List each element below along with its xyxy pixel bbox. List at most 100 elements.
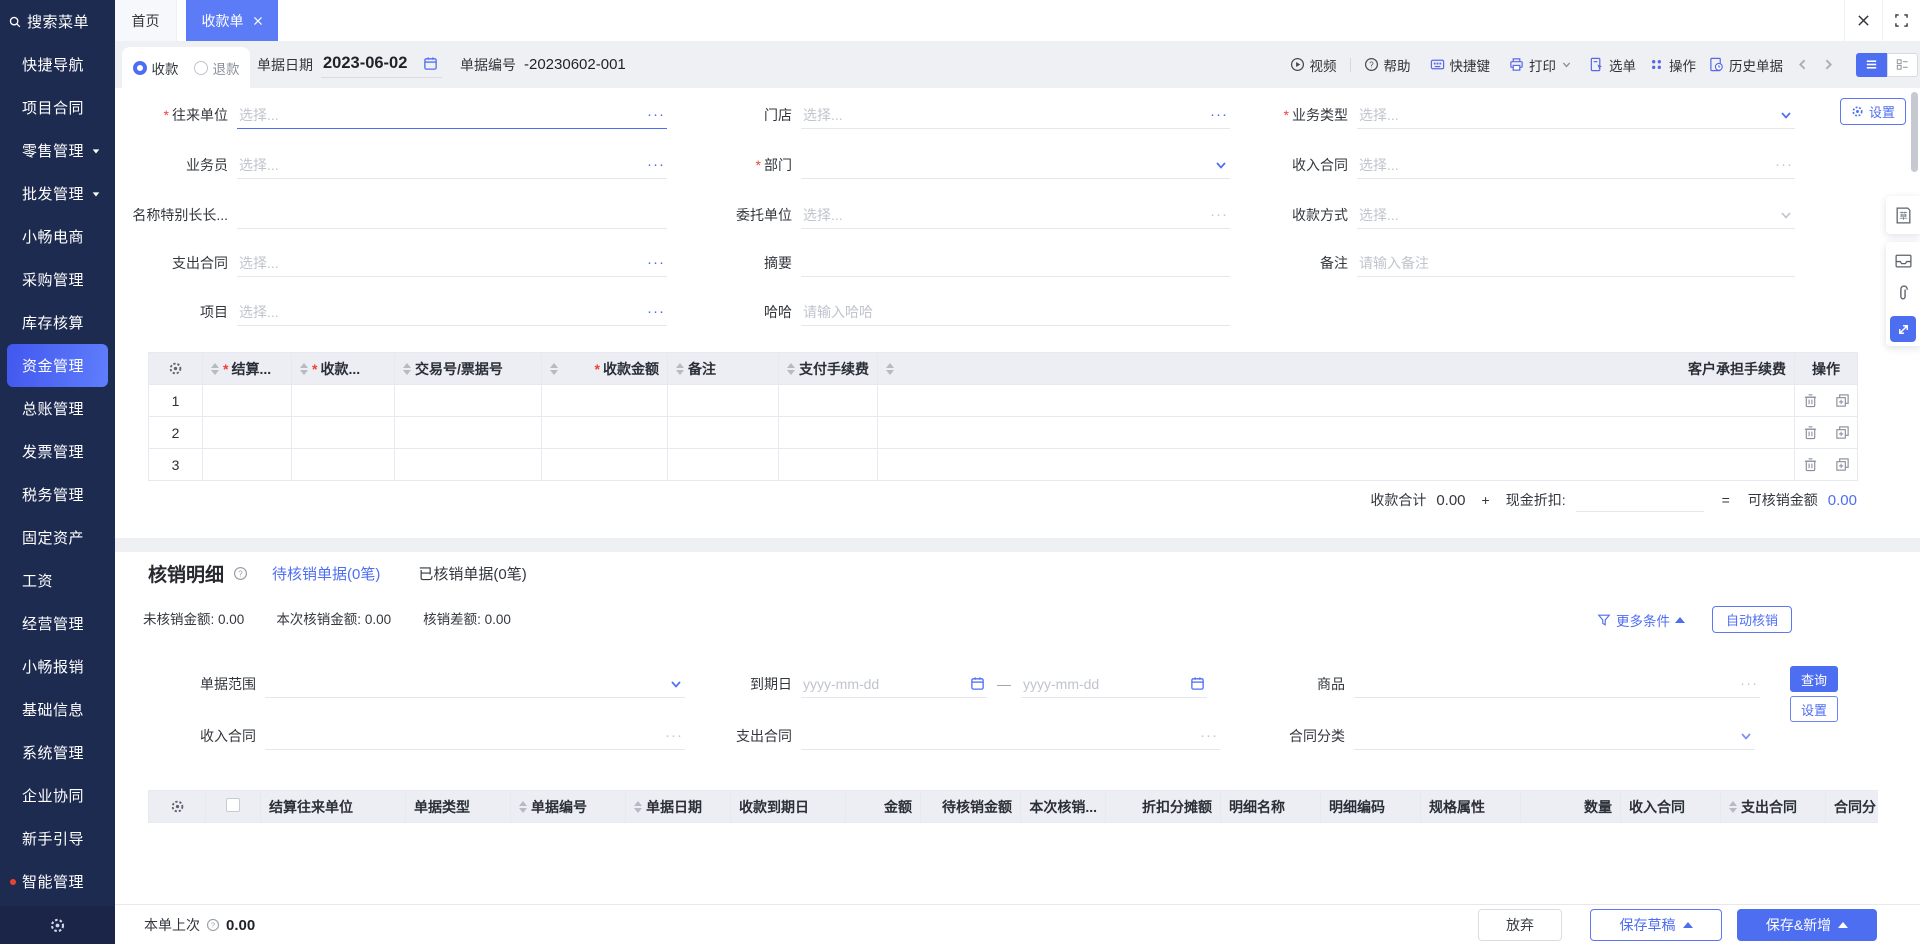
col-header[interactable]: 金额 bbox=[845, 790, 921, 823]
vertical-scrollbar[interactable] bbox=[1911, 92, 1918, 172]
sort-icon[interactable] bbox=[1729, 800, 1737, 813]
sidebar-item-expense[interactable]: 小畅报销 bbox=[0, 645, 115, 688]
hotkey-link[interactable]: 快捷键 bbox=[1430, 55, 1490, 75]
income-contract-input[interactable] bbox=[1359, 156, 1775, 173]
payment-method-input[interactable] bbox=[1359, 206, 1779, 223]
cell[interactable] bbox=[667, 448, 779, 481]
doc-range-select[interactable] bbox=[267, 675, 669, 692]
sort-icon[interactable] bbox=[403, 362, 411, 375]
sort-icon[interactable] bbox=[787, 362, 795, 375]
cell[interactable] bbox=[877, 448, 1795, 481]
prev-doc-button[interactable] bbox=[1796, 58, 1809, 71]
cell[interactable] bbox=[202, 384, 292, 417]
video-link[interactable]: 视频 bbox=[1290, 55, 1337, 75]
col-header[interactable]: 待核销金额 bbox=[920, 790, 1021, 823]
cell[interactable] bbox=[394, 384, 542, 417]
auto-writeoff-button[interactable]: 自动核销 bbox=[1712, 606, 1792, 633]
col-pay-fee-header[interactable]: 支付手续费 bbox=[778, 352, 878, 385]
sort-icon[interactable] bbox=[634, 800, 642, 813]
close-window-button[interactable] bbox=[1844, 0, 1882, 41]
form-settings-button[interactable]: 设置 bbox=[1840, 98, 1906, 125]
contract-class-select[interactable] bbox=[1356, 727, 1739, 744]
copy-row-icon[interactable] bbox=[1835, 393, 1850, 408]
col-header[interactable]: 合同分 bbox=[1825, 790, 1878, 823]
sidebar-item-ecommerce[interactable]: 小畅电商 bbox=[0, 215, 115, 258]
col-header[interactable]: 收款到期日 bbox=[730, 790, 846, 823]
summary-input[interactable] bbox=[803, 254, 1228, 271]
pick-order-link[interactable]: 选单 bbox=[1589, 55, 1636, 75]
col-header[interactable]: 本次核销... bbox=[1020, 790, 1106, 823]
col-header[interactable]: 结算往来单位 bbox=[260, 790, 406, 823]
chevron-down-icon[interactable] bbox=[1779, 108, 1793, 122]
sidebar-item-tax[interactable]: 税务管理 bbox=[0, 473, 115, 516]
help-icon[interactable] bbox=[233, 566, 248, 581]
ellipsis-icon[interactable]: ··· bbox=[1740, 675, 1758, 692]
cell[interactable] bbox=[291, 384, 395, 417]
fullscreen-button[interactable] bbox=[1882, 0, 1920, 41]
inbox-icon[interactable] bbox=[1894, 251, 1913, 270]
sidebar-item-inventory[interactable]: 库存核算 bbox=[0, 301, 115, 344]
calendar-icon[interactable] bbox=[1190, 676, 1205, 691]
goods-input[interactable] bbox=[1356, 675, 1740, 692]
chevron-down-icon[interactable] bbox=[1739, 729, 1753, 743]
col-header[interactable]: 折扣分摊额 bbox=[1105, 790, 1221, 823]
filter-expense-contract-input[interactable] bbox=[803, 727, 1200, 744]
sidebar-settings-button[interactable] bbox=[0, 906, 115, 944]
help-link[interactable]: 帮助 bbox=[1364, 55, 1411, 75]
cell[interactable] bbox=[291, 416, 395, 449]
col-receive-header[interactable]: 收款... bbox=[291, 352, 395, 385]
remark-input[interactable] bbox=[1359, 254, 1793, 271]
sidebar-item-collaboration[interactable]: 企业协同 bbox=[0, 774, 115, 817]
longname-input[interactable] bbox=[239, 206, 665, 223]
cell[interactable] bbox=[778, 416, 878, 449]
ellipsis-icon[interactable]: ··· bbox=[1210, 206, 1228, 223]
cell[interactable] bbox=[667, 416, 779, 449]
form-view-button[interactable] bbox=[1887, 52, 1918, 77]
ellipsis-icon[interactable]: ··· bbox=[665, 727, 683, 744]
copy-row-icon[interactable] bbox=[1835, 425, 1850, 440]
close-tab-icon[interactable] bbox=[253, 16, 263, 26]
project-input[interactable] bbox=[239, 303, 647, 320]
sort-icon[interactable] bbox=[676, 362, 684, 375]
cell[interactable] bbox=[394, 448, 542, 481]
col-header[interactable]: 数量 bbox=[1520, 790, 1621, 823]
sidebar-item-quick-nav[interactable]: 快捷导航 bbox=[0, 43, 115, 86]
sidebar-item-smart-mgmt[interactable]: 智能管理 bbox=[0, 860, 115, 903]
col-remark-header[interactable]: 备注 bbox=[667, 352, 779, 385]
sidebar-item-basic-info[interactable]: 基础信息 bbox=[0, 688, 115, 731]
sort-icon[interactable] bbox=[886, 362, 894, 375]
sort-icon[interactable] bbox=[519, 800, 527, 813]
ellipsis-icon[interactable]: ··· bbox=[1200, 727, 1218, 744]
radio-refund[interactable]: 退款 bbox=[193, 58, 240, 78]
col-header[interactable]: 收入合同 bbox=[1620, 790, 1721, 823]
cell[interactable] bbox=[291, 448, 395, 481]
tab-pending-docs[interactable]: 待核销单据(0笔) bbox=[272, 566, 381, 583]
sort-icon[interactable] bbox=[300, 362, 308, 375]
save-new-button[interactable]: 保存&新增 bbox=[1737, 909, 1877, 941]
department-input[interactable] bbox=[803, 156, 1214, 173]
col-header[interactable]: 单据类型 bbox=[405, 790, 511, 823]
ellipsis-icon[interactable]: ··· bbox=[1210, 106, 1228, 123]
cell[interactable] bbox=[778, 448, 878, 481]
sidebar-item-wholesale[interactable]: 批发管理 bbox=[0, 172, 115, 215]
sort-icon[interactable] bbox=[550, 362, 558, 375]
save-draft-button[interactable]: 保存草稿 bbox=[1590, 909, 1722, 941]
cell[interactable] bbox=[394, 416, 542, 449]
sidebar-item-invoice[interactable]: 发票管理 bbox=[0, 430, 115, 473]
draft-panel[interactable] bbox=[1886, 196, 1920, 234]
col-amount-header[interactable]: 收款金额 bbox=[541, 352, 668, 385]
date-input[interactable] bbox=[323, 53, 415, 73]
partner-input[interactable] bbox=[239, 106, 647, 123]
calendar-icon[interactable] bbox=[423, 56, 438, 71]
ellipsis-icon[interactable]: ··· bbox=[647, 156, 665, 173]
col-header[interactable]: 单据日期 bbox=[625, 790, 731, 823]
col-header[interactable]: 明细编码 bbox=[1320, 790, 1421, 823]
cell[interactable] bbox=[877, 384, 1795, 417]
sort-icon[interactable] bbox=[211, 362, 219, 375]
history-link[interactable]: 历史单据 bbox=[1709, 55, 1783, 75]
due-date-start-input[interactable] bbox=[803, 675, 970, 692]
cell[interactable] bbox=[541, 416, 668, 449]
sidebar-item-fixed-assets[interactable]: 固定资产 bbox=[0, 516, 115, 559]
tab-done-docs[interactable]: 已核销单据(0笔) bbox=[418, 566, 527, 583]
chevron-down-icon[interactable] bbox=[1779, 208, 1793, 222]
